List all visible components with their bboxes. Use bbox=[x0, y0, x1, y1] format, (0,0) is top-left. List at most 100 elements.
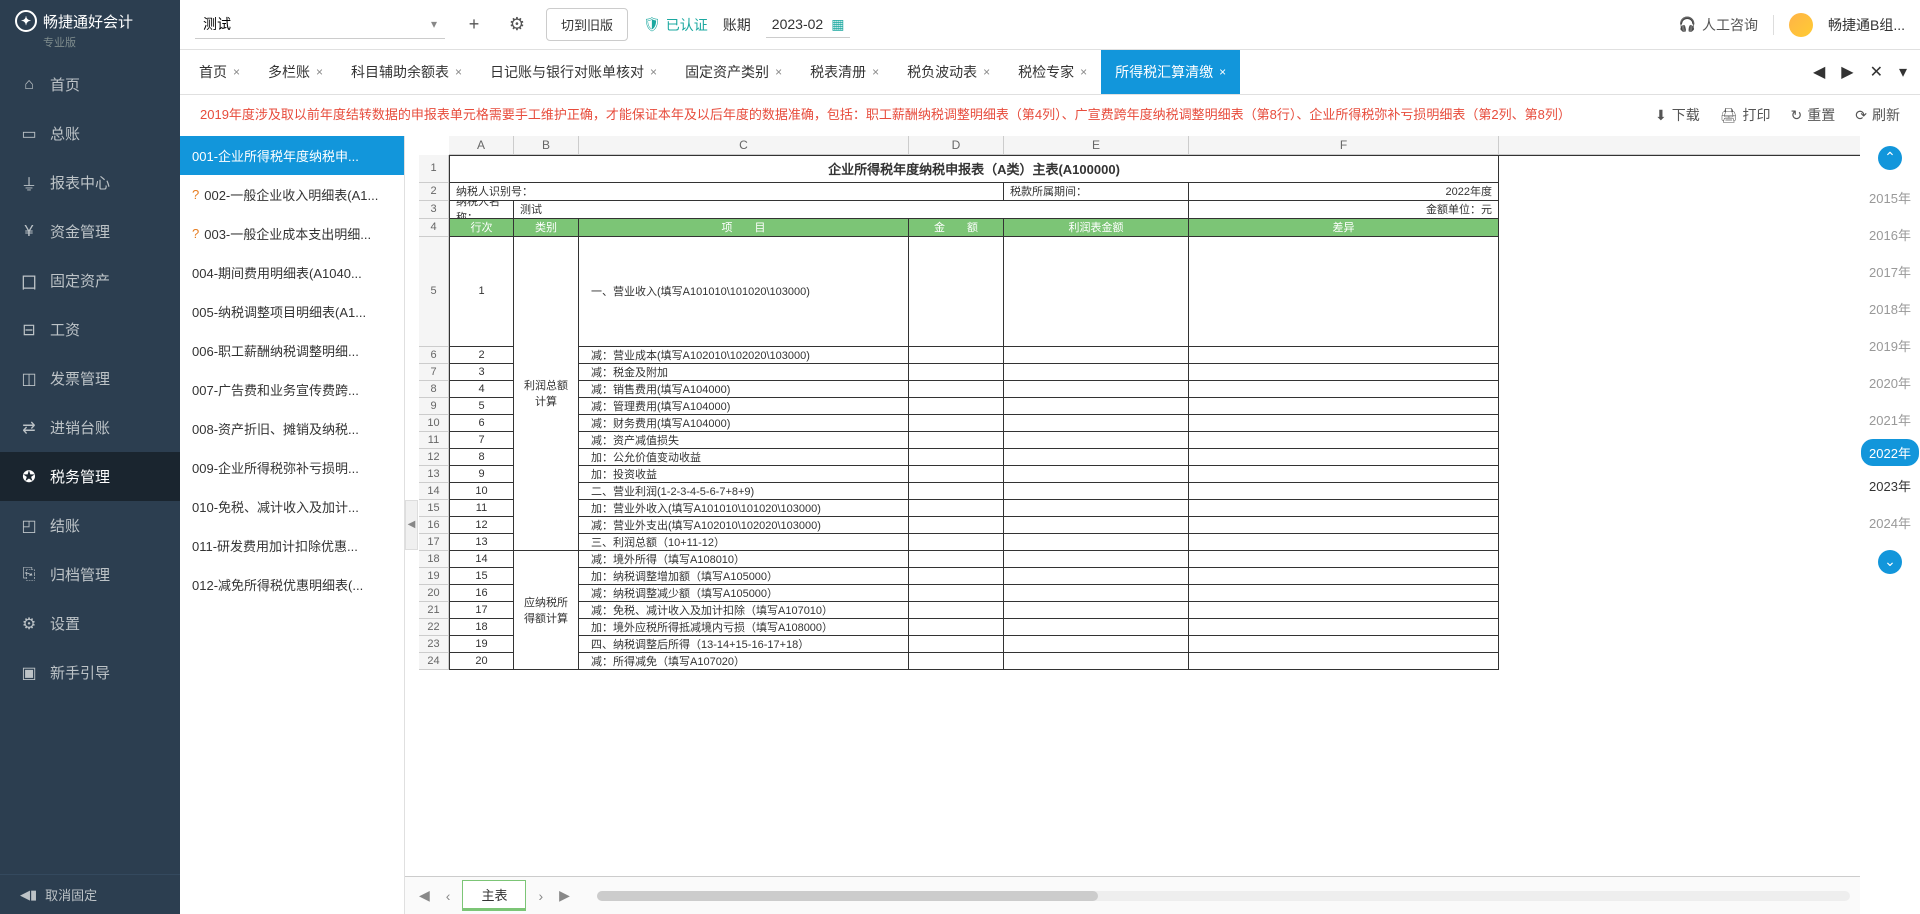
value-cell[interactable] bbox=[1004, 653, 1189, 670]
menu-item[interactable]: ¥资金管理 bbox=[0, 207, 180, 256]
col-header[interactable]: F bbox=[1189, 136, 1499, 154]
sheet-first[interactable]: ◀ bbox=[415, 885, 434, 906]
value-cell[interactable] bbox=[909, 551, 1004, 568]
year-item[interactable]: 2021年 bbox=[1865, 402, 1915, 437]
value-cell[interactable] bbox=[1189, 568, 1499, 585]
item-cell[interactable]: 减：销售费用(填写A104000) bbox=[579, 381, 909, 398]
row-num[interactable]: 14 bbox=[419, 483, 449, 500]
value-cell[interactable] bbox=[1004, 619, 1189, 636]
sheet-hscroll[interactable] bbox=[597, 891, 1850, 901]
value-cell[interactable] bbox=[1189, 347, 1499, 364]
tab-close[interactable]: × bbox=[775, 65, 782, 79]
row-num[interactable]: 3 bbox=[419, 201, 449, 219]
year-item[interactable]: 2024年 bbox=[1865, 505, 1915, 540]
collapse-handle[interactable]: ◀ bbox=[405, 500, 418, 550]
value-cell[interactable] bbox=[1004, 398, 1189, 415]
menu-item[interactable]: ▣新手引导 bbox=[0, 648, 180, 697]
form-item[interactable]: ?003-一般企业成本支出明细... bbox=[180, 214, 404, 253]
value-cell[interactable] bbox=[1189, 364, 1499, 381]
value-cell[interactable] bbox=[909, 653, 1004, 670]
item-cell[interactable]: 三、利润总额（10+11-12） bbox=[579, 534, 909, 551]
value-cell[interactable] bbox=[1189, 636, 1499, 653]
value-cell[interactable] bbox=[909, 347, 1004, 364]
item-cell[interactable]: 减：所得减免（填写A107020） bbox=[579, 653, 909, 670]
menu-item[interactable]: ⊟工资 bbox=[0, 305, 180, 354]
value-cell[interactable] bbox=[1004, 466, 1189, 483]
tab-close[interactable]: × bbox=[872, 65, 879, 79]
value-cell[interactable] bbox=[909, 500, 1004, 517]
form-item[interactable]: 010-免税、减计收入及加计... bbox=[180, 487, 404, 526]
value-cell[interactable] bbox=[909, 602, 1004, 619]
menu-item[interactable]: ⌂首页 bbox=[0, 60, 180, 109]
value-cell[interactable] bbox=[1004, 636, 1189, 653]
year-item[interactable]: 2023年 bbox=[1865, 468, 1915, 503]
col-header[interactable]: E bbox=[1004, 136, 1189, 154]
value-cell[interactable] bbox=[1004, 432, 1189, 449]
year-scroll-down[interactable]: ⌄ bbox=[1878, 550, 1902, 574]
value-cell[interactable] bbox=[1189, 500, 1499, 517]
sheet-tab-main[interactable]: 主表 bbox=[462, 880, 526, 911]
value-cell[interactable] bbox=[1004, 347, 1189, 364]
menu-item[interactable]: ✪税务管理 bbox=[0, 452, 180, 501]
item-cell[interactable]: 减：资产减值损失 bbox=[579, 432, 909, 449]
value-cell[interactable] bbox=[1189, 398, 1499, 415]
year-scroll-up[interactable]: ⌃ bbox=[1878, 146, 1902, 170]
year-item[interactable]: 2018年 bbox=[1865, 291, 1915, 326]
value-cell[interactable] bbox=[909, 466, 1004, 483]
row-num[interactable]: 9 bbox=[419, 398, 449, 415]
item-cell[interactable]: 加：境外应税所得抵减境内亏损（填写A108000） bbox=[579, 619, 909, 636]
year-item[interactable]: 2015年 bbox=[1865, 180, 1915, 215]
add-button[interactable]: + bbox=[460, 11, 488, 39]
value-cell[interactable] bbox=[1004, 585, 1189, 602]
form-item[interactable]: 011-研发费用加计扣除优惠... bbox=[180, 526, 404, 565]
value-cell[interactable] bbox=[909, 381, 1004, 398]
row-num[interactable]: 17 bbox=[419, 534, 449, 551]
row-num[interactable]: 6 bbox=[419, 347, 449, 364]
row-num[interactable]: 7 bbox=[419, 364, 449, 381]
old-version-button[interactable]: 切到旧版 bbox=[546, 8, 628, 41]
tab-close[interactable]: × bbox=[1080, 65, 1087, 79]
value-cell[interactable] bbox=[1189, 653, 1499, 670]
value-cell[interactable] bbox=[1004, 534, 1189, 551]
value-cell[interactable] bbox=[1004, 568, 1189, 585]
menu-item[interactable]: ⇄进销台账 bbox=[0, 403, 180, 452]
tab-prev[interactable]: ◀ bbox=[1805, 52, 1833, 92]
value-cell[interactable] bbox=[909, 534, 1004, 551]
value-cell[interactable] bbox=[1004, 517, 1189, 534]
row-num[interactable]: 19 bbox=[419, 568, 449, 585]
value-cell[interactable] bbox=[909, 619, 1004, 636]
value-cell[interactable] bbox=[909, 364, 1004, 381]
value-cell[interactable] bbox=[909, 585, 1004, 602]
support-button[interactable]: 🎧 人工咨询 bbox=[1679, 15, 1758, 35]
item-cell[interactable]: 二、营业利润(1-2-3-4-5-6-7+8+9) bbox=[579, 483, 909, 500]
sheet-next[interactable]: › bbox=[534, 886, 547, 906]
value-cell[interactable] bbox=[1004, 500, 1189, 517]
tab[interactable]: 科目辅助余额表× bbox=[337, 50, 476, 94]
row-num[interactable]: 16 bbox=[419, 517, 449, 534]
pin-toggle[interactable]: ◀▮ 取消固定 bbox=[0, 874, 180, 914]
item-cell[interactable]: 加：营业外收入(填写A101010\101020\103000) bbox=[579, 500, 909, 517]
item-cell[interactable]: 减：管理费用(填写A104000) bbox=[579, 398, 909, 415]
row-num[interactable]: 8 bbox=[419, 381, 449, 398]
row-num[interactable]: 24 bbox=[419, 653, 449, 670]
item-cell[interactable]: 一、营业收入(填写A101010\101020\103000) bbox=[579, 237, 909, 347]
period-selector[interactable]: 2023-02 ▦ bbox=[766, 12, 851, 38]
value-cell[interactable] bbox=[1004, 551, 1189, 568]
value-cell[interactable] bbox=[1189, 381, 1499, 398]
item-cell[interactable]: 减：财务费用(填写A104000) bbox=[579, 415, 909, 432]
item-cell[interactable]: 减：营业外支出(填写A102010\102020\103000) bbox=[579, 517, 909, 534]
value-cell[interactable] bbox=[1004, 381, 1189, 398]
print-button[interactable]: 🖨打印 bbox=[1720, 105, 1771, 125]
value-cell[interactable] bbox=[909, 237, 1004, 347]
tab[interactable]: 多栏账× bbox=[254, 50, 337, 94]
refresh-button[interactable]: ⟳刷新 bbox=[1855, 105, 1900, 125]
download-button[interactable]: ⬇下载 bbox=[1655, 105, 1700, 125]
row-num[interactable]: 12 bbox=[419, 449, 449, 466]
item-cell[interactable]: 减：税金及附加 bbox=[579, 364, 909, 381]
value-cell[interactable] bbox=[1189, 432, 1499, 449]
tab-menu[interactable]: ▾ bbox=[1891, 52, 1915, 92]
value-cell[interactable] bbox=[1189, 449, 1499, 466]
item-cell[interactable]: 加：投资收益 bbox=[579, 466, 909, 483]
sheet-scroll-area[interactable]: ABCDEF 1企业所得税年度纳税申报表（A类）主表(A100000)2纳税人识… bbox=[405, 136, 1860, 876]
item-cell[interactable]: 加：公允价值变动收益 bbox=[579, 449, 909, 466]
